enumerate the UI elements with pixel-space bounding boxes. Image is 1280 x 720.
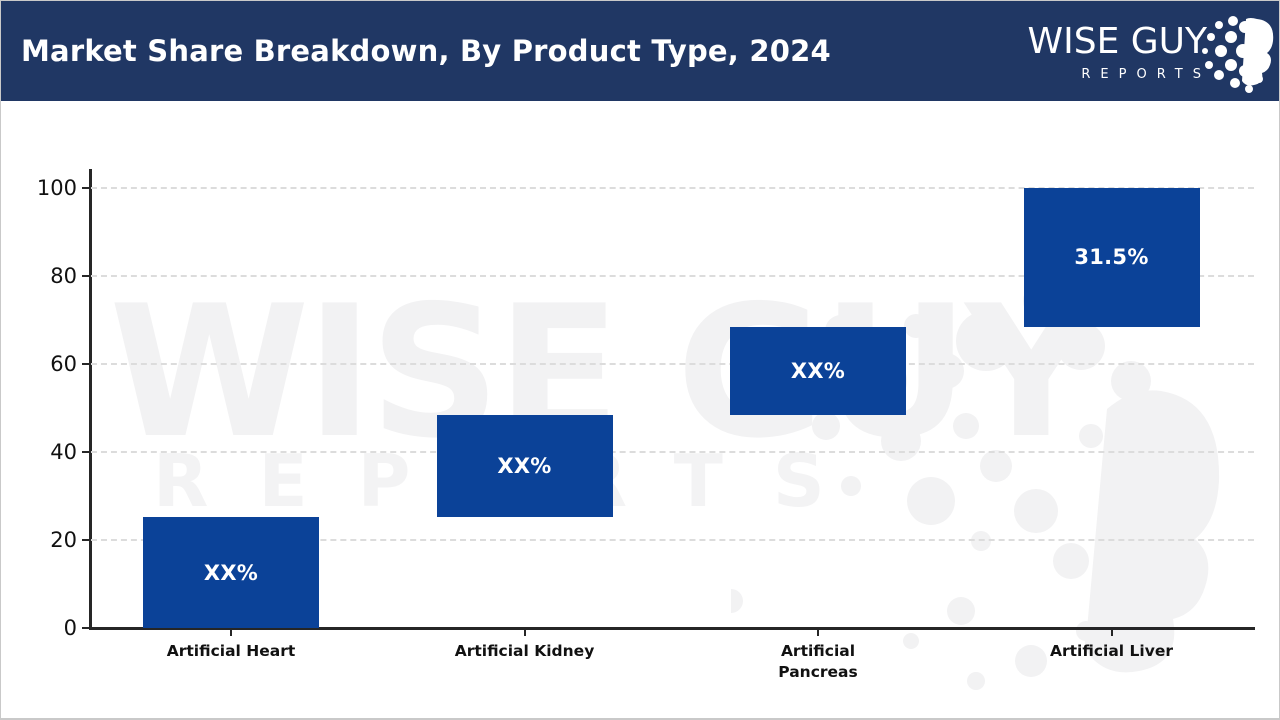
bar-value-label: XX% [790, 358, 846, 383]
y-tick-label-20: 20 [50, 528, 77, 552]
bar-value-label: XX% [203, 560, 259, 585]
gridline-20 [91, 539, 1254, 541]
y-tick-60 [82, 363, 90, 365]
gridline-40 [91, 451, 1254, 453]
header-band: Market Share Breakdown, By Product Type,… [1, 1, 1279, 101]
y-tick-label-40: 40 [50, 440, 77, 464]
x-axis-label-artificial-kidney: Artificial Kidney [454, 642, 595, 660]
y-tick-0 [82, 627, 90, 629]
y-tick-label-80: 80 [50, 264, 77, 288]
x-tick-4 [1110, 630, 1113, 636]
x-tick-1 [230, 630, 232, 636]
x-axis-line [89, 627, 1255, 630]
bar-artificial-heart: XX% [143, 517, 319, 628]
dotted-face-icon [1202, 16, 1274, 93]
y-tick-label-60: 60 [50, 352, 77, 376]
y-tick-label-0: 0 [63, 616, 77, 640]
chart-title: Market Share Breakdown, By Product Type,… [21, 34, 831, 68]
bar-value-label: XX% [497, 453, 552, 478]
x-tick-2 [523, 630, 526, 636]
y-tick-100 [82, 187, 90, 189]
logo-subtitle: REPORTS [1081, 67, 1211, 82]
y-tick-80 [82, 275, 90, 277]
wise-guy-reports-logo: WISE GUY REPORTS [1021, 11, 1274, 93]
x-axis-label-artificial-heart: Artificial Heart [166, 642, 296, 660]
y-axis-line [89, 169, 92, 629]
bar-artificial-pancreas: XX% [730, 326, 906, 415]
y-tick-40 [82, 451, 90, 453]
x-axis-label-artificial-pancreas: Artificial Pancreas [778, 642, 858, 681]
bar-artificial-liver: 31.5% [1023, 188, 1200, 327]
bar-artificial-kidney: XX% [436, 414, 613, 518]
gridline-80 [91, 275, 1254, 277]
x-tick-3 [817, 630, 819, 636]
y-tick-label-100: 100 [36, 176, 77, 200]
logo-wordmark: WISE GUY [1027, 21, 1208, 62]
y-tick-20 [82, 539, 90, 541]
bar-value-label: 31.5% [1074, 245, 1149, 270]
gridline-100 [91, 187, 1254, 189]
x-axis-label-artificial-liver: Artificial Liver [1050, 642, 1173, 660]
gridline-60 [91, 363, 1254, 365]
